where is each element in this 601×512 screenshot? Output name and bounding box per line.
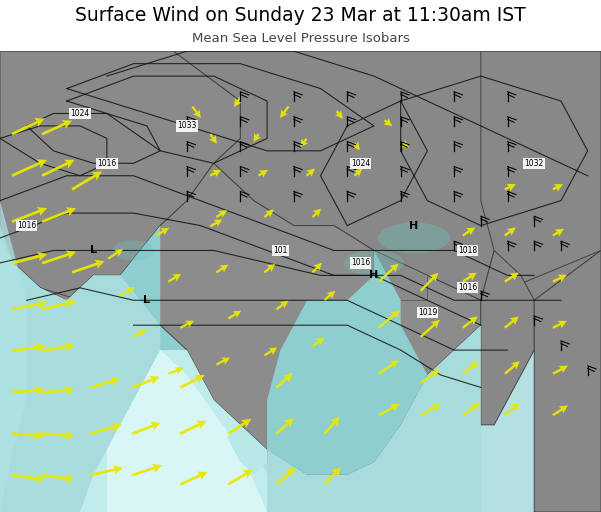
Polygon shape: [227, 425, 267, 475]
Polygon shape: [0, 51, 240, 300]
Text: 1016: 1016: [17, 221, 36, 230]
Ellipse shape: [344, 250, 404, 276]
Polygon shape: [107, 350, 267, 512]
Text: 101: 101: [273, 246, 288, 255]
Text: Surface Wind on Sunday 23 Mar at 11:30am IST: Surface Wind on Sunday 23 Mar at 11:30am…: [75, 6, 526, 25]
Polygon shape: [267, 250, 427, 475]
Polygon shape: [13, 163, 481, 475]
Polygon shape: [534, 250, 601, 512]
Polygon shape: [0, 201, 26, 512]
Bar: [0, 0, 601, 51]
Text: 1016: 1016: [97, 159, 117, 168]
Text: H: H: [370, 270, 379, 281]
Text: 1016: 1016: [351, 259, 370, 267]
Polygon shape: [267, 325, 481, 512]
Polygon shape: [267, 437, 294, 475]
Ellipse shape: [378, 223, 450, 253]
Polygon shape: [0, 350, 267, 512]
Polygon shape: [481, 250, 534, 425]
Text: 1016: 1016: [458, 283, 477, 292]
Text: 1032: 1032: [525, 159, 544, 168]
Text: 1024: 1024: [351, 159, 370, 168]
Text: Mean Sea Level Pressure Isobars: Mean Sea Level Pressure Isobars: [192, 32, 409, 45]
Bar: [0, 351, 601, 512]
Text: L: L: [144, 295, 150, 305]
Polygon shape: [0, 226, 160, 512]
Text: 1033: 1033: [177, 121, 197, 131]
Ellipse shape: [112, 240, 154, 261]
Polygon shape: [174, 51, 601, 300]
Text: 1018: 1018: [458, 246, 477, 255]
Text: 1024: 1024: [70, 109, 90, 118]
Text: L: L: [90, 245, 97, 255]
Polygon shape: [374, 250, 427, 300]
Text: H: H: [409, 221, 419, 230]
Polygon shape: [0, 238, 160, 512]
Text: 1019: 1019: [418, 308, 437, 317]
Polygon shape: [481, 51, 601, 300]
